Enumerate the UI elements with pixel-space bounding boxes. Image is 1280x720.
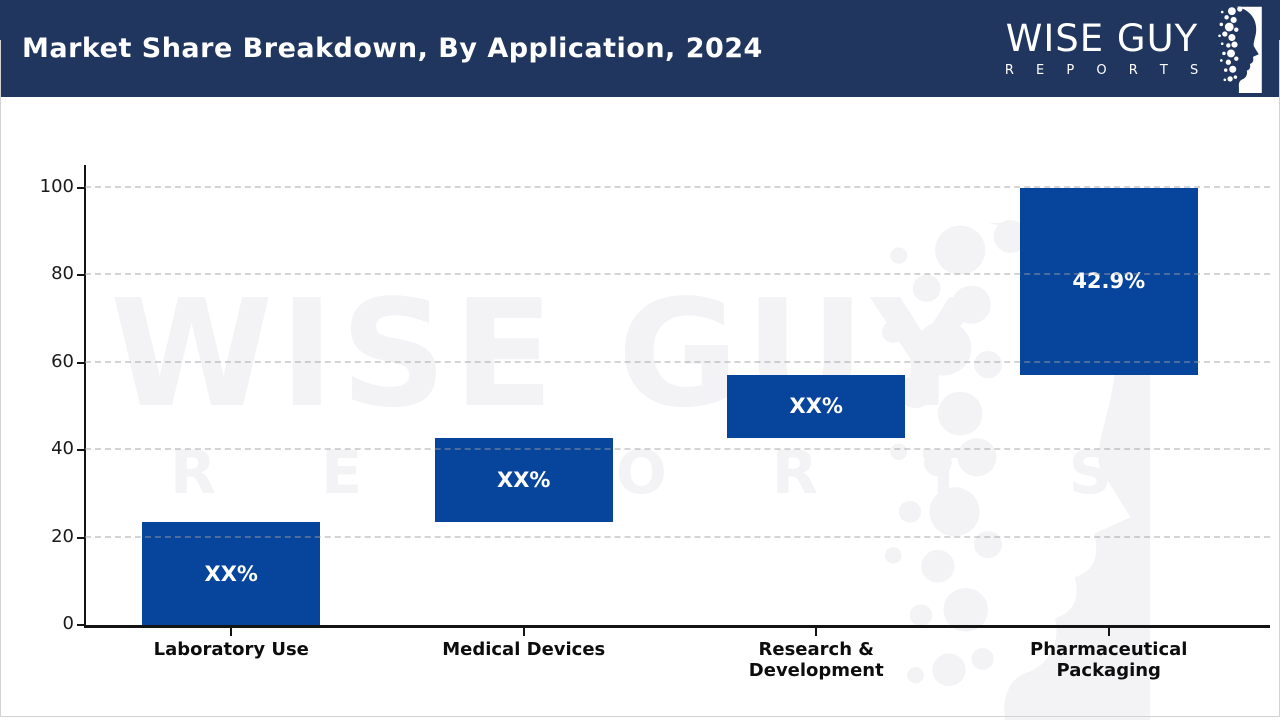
logo-text: WISE GUY R E P O R T S	[997, 20, 1207, 77]
y-tick-mark-60	[77, 361, 85, 364]
logo-subtitle: R E P O R T S	[1004, 63, 1208, 78]
x-axis-line	[84, 625, 1270, 628]
y-tick-label-60: 60	[51, 350, 74, 372]
category-label-1: Medical Devices	[442, 639, 606, 660]
y-tick-mark-0	[77, 624, 85, 626]
bar-1: XX%	[434, 437, 613, 523]
y-tick-mark-80	[77, 274, 85, 276]
bar-value-label: XX%	[204, 561, 258, 586]
bar-3: 42.9%	[1019, 187, 1198, 376]
y-tick-label-20: 20	[51, 525, 74, 547]
gridline-80	[85, 273, 1270, 275]
x-tick-mark-1	[522, 628, 525, 636]
wiseguy-logo: WISE GUY R E P O R T S	[997, 5, 1262, 93]
bar-2: XX%	[727, 375, 906, 438]
gridline-40	[85, 448, 1270, 450]
plot-area: XX% XX% XX% 42.9%	[85, 165, 1270, 625]
gridline-20	[85, 535, 1270, 538]
y-tick-label-80: 80	[51, 263, 74, 284]
logo-wordmark: WISE GUY	[1005, 17, 1199, 60]
category-label-0: Laboratory Use	[153, 639, 309, 660]
bar-value-label: XX%	[789, 394, 843, 419]
gridline-100	[85, 185, 1270, 188]
logo-head-icon	[1218, 5, 1262, 93]
x-tick-mark-3	[1107, 628, 1110, 636]
category-label-2: Research & Development	[748, 639, 884, 681]
category-label-3: Pharmaceutical Packaging	[1030, 639, 1188, 681]
y-axis-line	[84, 165, 86, 628]
y-tick-mark-40	[77, 449, 85, 451]
x-tick-mark-0	[230, 628, 233, 636]
x-tick-mark-2	[815, 628, 818, 636]
bar-value-label: XX%	[497, 467, 551, 492]
y-tick-label-0: 0	[62, 613, 74, 634]
bar-0: XX%	[142, 522, 321, 625]
page-title: Market Share Breakdown, By Application, …	[22, 33, 763, 64]
y-tick-label-40: 40	[51, 438, 74, 459]
y-tick-mark-100	[77, 186, 85, 189]
header: Market Share Breakdown, By Application, …	[0, 0, 1280, 97]
gridline-60	[85, 360, 1270, 363]
y-tick-label-100: 100	[39, 175, 74, 197]
y-tick-mark-20	[77, 536, 85, 539]
